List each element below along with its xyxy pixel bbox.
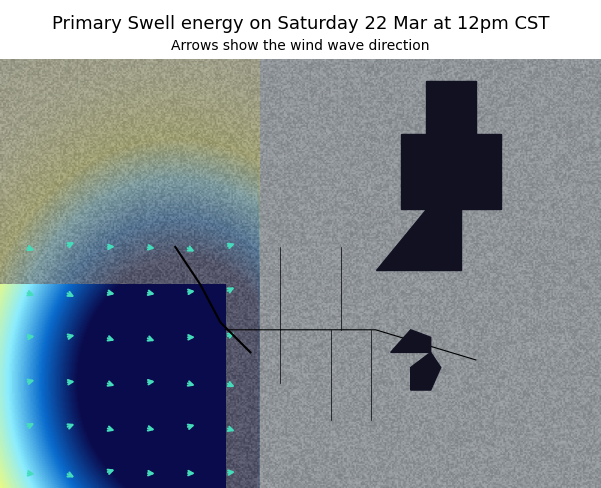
- Polygon shape: [401, 134, 501, 209]
- Polygon shape: [410, 352, 441, 390]
- Text: Primary Swell energy on Saturday 22 Mar at 12pm CST: Primary Swell energy on Saturday 22 Mar …: [52, 15, 549, 33]
- Polygon shape: [426, 81, 476, 134]
- Polygon shape: [376, 209, 461, 269]
- Text: Arrows show the wind wave direction: Arrows show the wind wave direction: [171, 39, 430, 53]
- Polygon shape: [391, 330, 431, 352]
